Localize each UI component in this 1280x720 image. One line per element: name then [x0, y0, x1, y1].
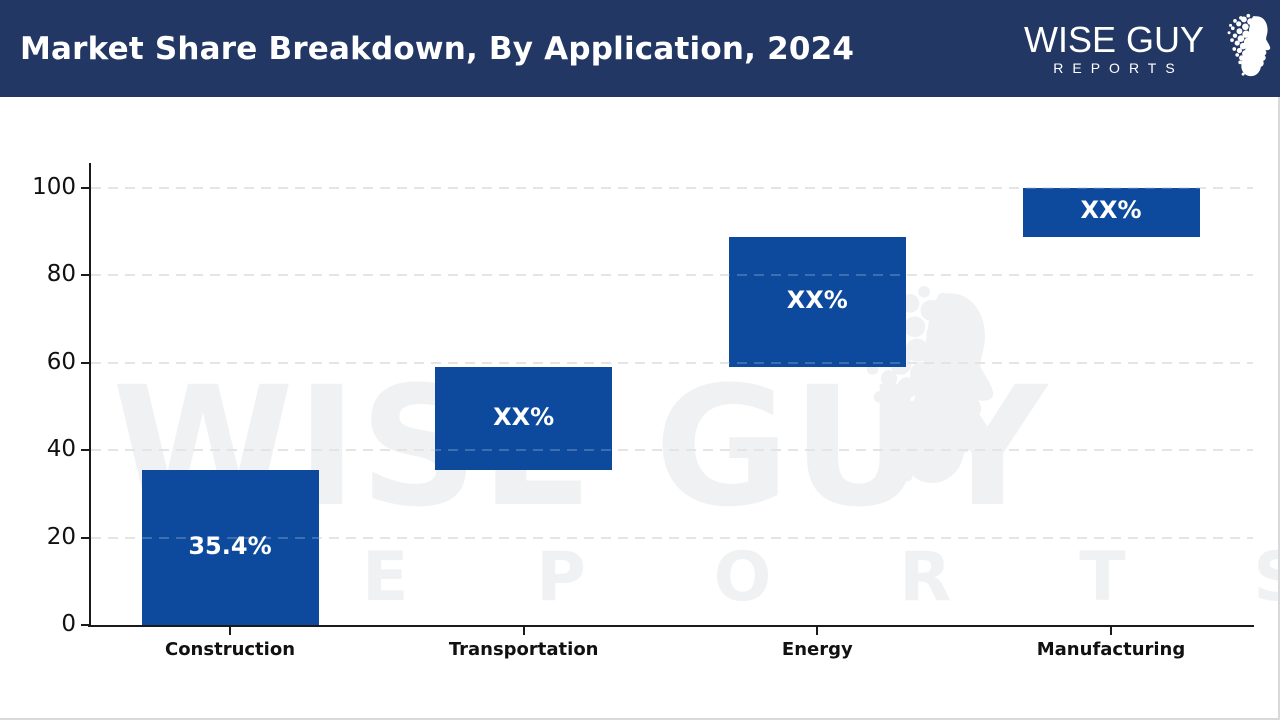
bar-value-label-transportation: XX% — [493, 402, 555, 431]
x-tick-label-construction: Construction — [164, 639, 296, 660]
y-tick-label-20: 20 — [46, 523, 76, 550]
logo-text: WISE GUY REPORTS — [1023, 19, 1204, 76]
y-tick-20 — [81, 536, 89, 539]
x-tick-manufacturing — [1110, 627, 1112, 635]
bar-value-label-construction: 35.4% — [188, 531, 272, 560]
y-tick-100 — [81, 186, 89, 189]
bar-value-label-manufacturing: XX% — [1080, 196, 1142, 225]
bar-construction — [141, 470, 319, 625]
x-tick-label-transportation: Transportation — [448, 639, 599, 660]
x-tick-transportation — [522, 627, 525, 635]
logo-wordmark: WISE GUY — [1023, 19, 1204, 60]
y-tick-label-80: 80 — [46, 261, 76, 287]
x-tick-construction — [229, 627, 231, 635]
card-bottom-border — [0, 718, 1280, 720]
gridline-40 — [91, 449, 1253, 451]
logo-subtitle: REPORTS — [1053, 60, 1184, 76]
y-tick-0 — [81, 624, 89, 626]
watermark-subtitle: R E P O R T S — [182, 538, 1280, 617]
y-axis-line — [89, 163, 91, 625]
bar-manufacturing — [1022, 187, 1200, 237]
gridline-100 — [91, 186, 1253, 189]
x-tick-energy — [816, 627, 819, 635]
y-tick-60 — [81, 361, 89, 364]
gridline-overlay-100 — [91, 186, 1253, 189]
card-right-border — [1278, 97, 1280, 720]
gridline-overlay-40 — [91, 449, 1253, 451]
wiseguy-face-icon — [1198, 6, 1272, 92]
bar-value-label-energy: XX% — [786, 285, 848, 314]
y-tick-label-40: 40 — [46, 436, 76, 462]
gridline-60 — [91, 361, 1253, 364]
x-tick-label-energy: Energy — [781, 639, 853, 660]
y-tick-label-60: 60 — [46, 348, 76, 375]
y-tick-40 — [81, 449, 89, 451]
x-tick-label-manufacturing: Manufacturing — [1036, 639, 1186, 660]
gridline-overlay-20 — [91, 536, 1253, 539]
gridline-overlay-80 — [91, 274, 1253, 276]
chart-area: WISE GUY R E P O R T S 0 20 40 60 80 100 35.4%… — [0, 97, 1280, 720]
wiseguy-logo: WISE GUY REPORTS — [1024, 6, 1272, 92]
page-title: Market Share Breakdown, By Application, … — [20, 30, 855, 67]
gridline-overlay-60 — [91, 361, 1253, 364]
gridline-80 — [91, 274, 1253, 276]
report-header: Market Share Breakdown, By Application, … — [0, 0, 1280, 97]
x-axis-line — [88, 625, 1254, 627]
y-tick-label-0: 0 — [61, 611, 76, 637]
bar-transportation — [435, 366, 613, 471]
y-tick-label-100: 100 — [32, 173, 76, 200]
gridline-20 — [91, 536, 1253, 539]
y-tick-80 — [81, 274, 89, 276]
